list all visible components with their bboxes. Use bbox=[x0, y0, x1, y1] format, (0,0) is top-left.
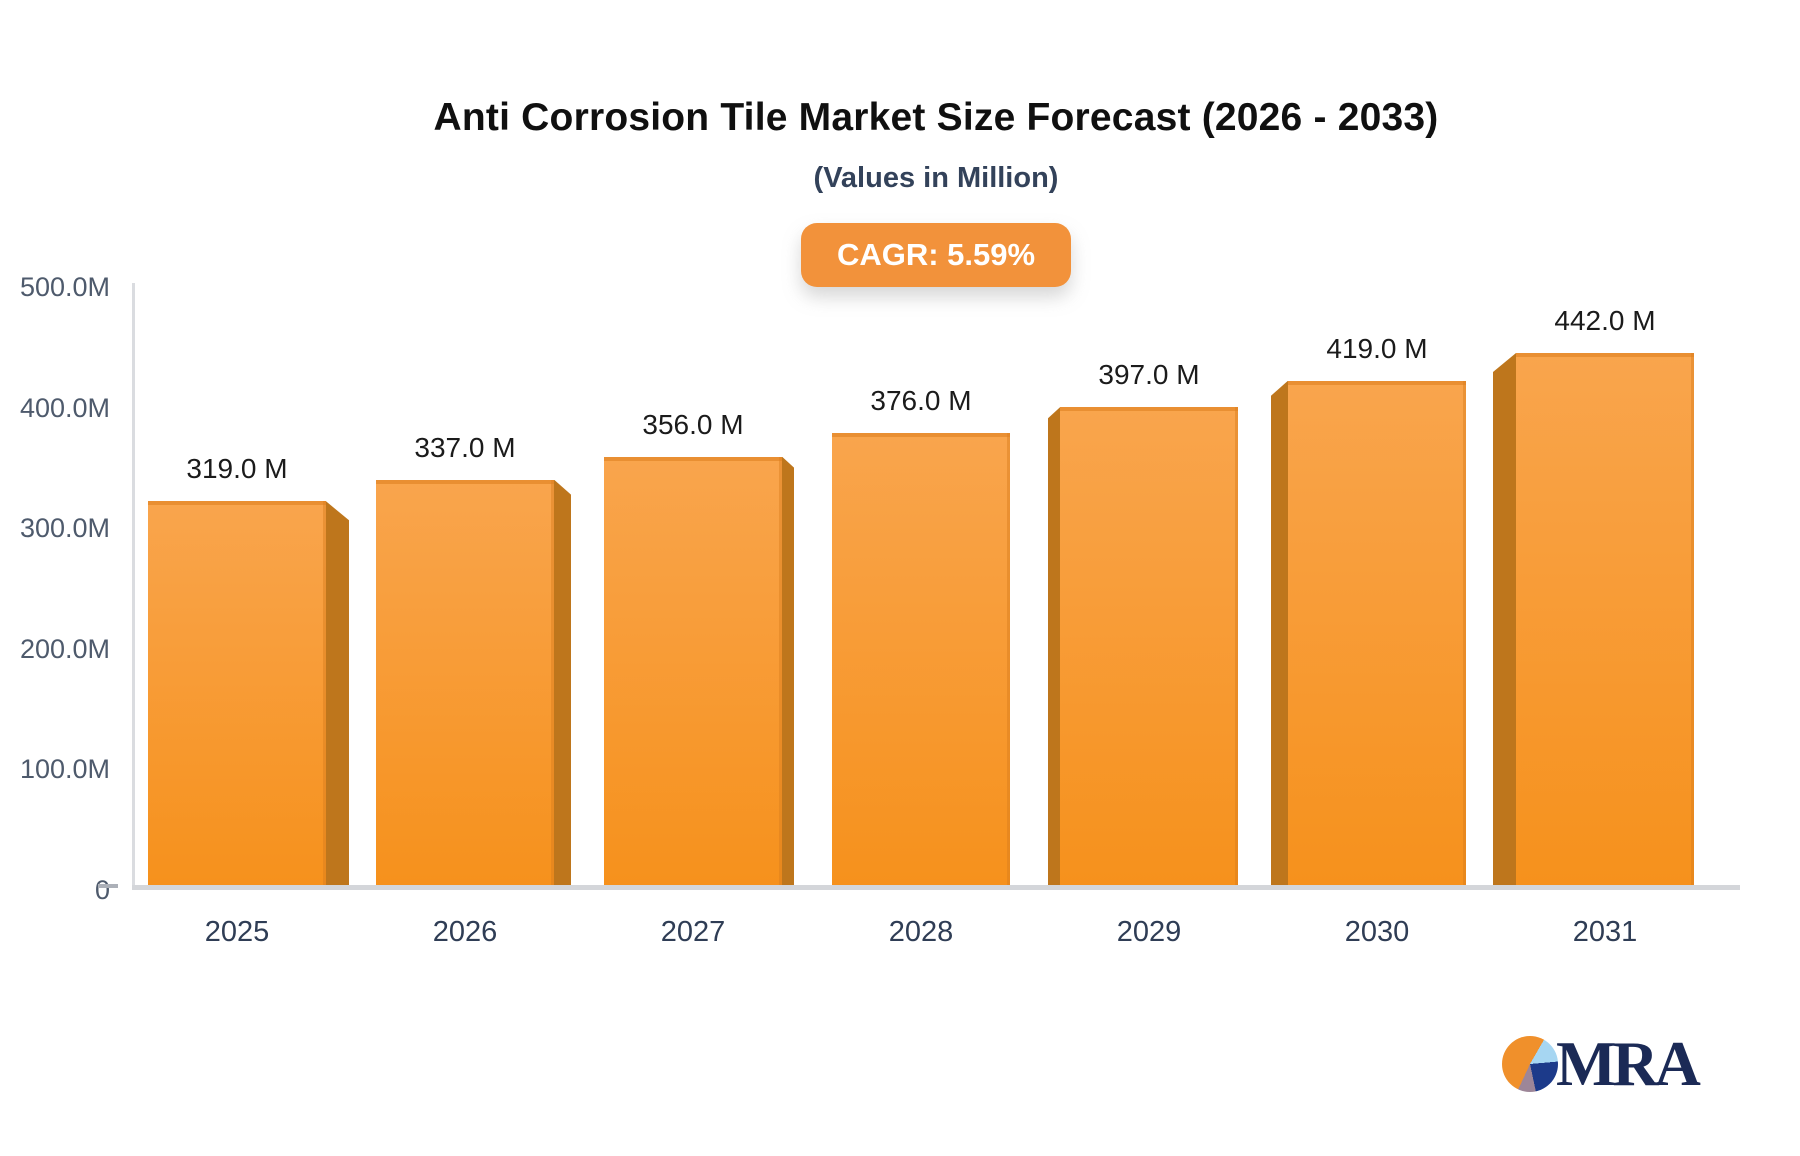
bar-2030: 419.0 M bbox=[1271, 333, 1466, 886]
y-tick-label: 500.0M bbox=[19, 272, 110, 302]
bar-face bbox=[604, 456, 782, 886]
logo-text: MRA bbox=[1556, 1028, 1701, 1099]
bar-face bbox=[1060, 407, 1238, 886]
bar-2026: 337.0 M bbox=[376, 432, 571, 886]
y-axis-line bbox=[132, 283, 135, 886]
y-tick-label: 0 bbox=[94, 875, 110, 905]
y-axis-labels: 500.0M 400.0M 300.0M 200.0M 100.0M 0 bbox=[0, 0, 112, 1156]
pie-chart-logo-icon bbox=[1502, 1036, 1558, 1092]
y-tick-label: 200.0M bbox=[19, 633, 110, 664]
x-axis-baseline bbox=[132, 885, 1740, 890]
chart-title: Anti Corrosion Tile Market Size Forecast… bbox=[433, 96, 1439, 139]
x-tick-label-2029: 2029 bbox=[1116, 916, 1182, 948]
bar-3d-side bbox=[782, 456, 794, 886]
x-tick-label-2027: 2027 bbox=[660, 916, 726, 948]
chart-header: Anti Corrosion Tile Market Size Forecast… bbox=[132, 0, 1740, 287]
x-tick-label-2031: 2031 bbox=[1572, 916, 1638, 948]
bar-value-label: 376.0 M bbox=[870, 384, 972, 416]
bar-value-label: 319.0 M bbox=[186, 453, 288, 485]
chart-subtitle: (Values in Million) bbox=[813, 162, 1059, 194]
bar-2025: 319.0 M bbox=[148, 453, 349, 886]
bar-face bbox=[832, 432, 1010, 886]
bar-2029: 397.0 M bbox=[1048, 359, 1238, 886]
y-tick-label: 400.0M bbox=[19, 392, 110, 423]
y-tick-label: 100.0M bbox=[19, 754, 110, 785]
zero-tick-mark bbox=[98, 884, 118, 888]
bar-2031: 442.0 M bbox=[1493, 305, 1694, 886]
x-tick-label-2025: 2025 bbox=[204, 916, 270, 948]
y-tick-label: 300.0M bbox=[19, 513, 110, 544]
bar-3d-side bbox=[326, 501, 349, 886]
bar-value-label: 419.0 M bbox=[1326, 332, 1428, 364]
mra-logo: MRA bbox=[1502, 1028, 1701, 1099]
bar-3d-side bbox=[1271, 380, 1288, 886]
bar-face bbox=[376, 479, 554, 886]
bar-value-label: 397.0 M bbox=[1098, 359, 1200, 391]
bar-face bbox=[1288, 380, 1466, 886]
bar-value-label: 442.0 M bbox=[1554, 304, 1656, 336]
bar-face bbox=[148, 501, 326, 886]
x-tick-label-2030: 2030 bbox=[1344, 916, 1410, 948]
x-tick-label-2026: 2026 bbox=[432, 916, 498, 948]
bar-3d-side bbox=[554, 479, 571, 886]
bar-2027: 356.0 M bbox=[604, 409, 794, 886]
plot-area: 319.0 M 337.0 M 356.0 M 376.0 M 397.0 M … bbox=[98, 283, 1740, 948]
bar-value-label: 356.0 M bbox=[642, 408, 744, 440]
bar-face bbox=[1516, 352, 1694, 886]
cagr-badge: CAGR: 5.59% bbox=[800, 223, 1072, 287]
x-tick-label-2028: 2028 bbox=[888, 916, 954, 948]
bar-3d-side bbox=[1048, 407, 1060, 886]
bar-value-label: 337.0 M bbox=[414, 431, 516, 463]
bar-2028: 376.0 M bbox=[832, 385, 1010, 886]
bar-3d-side bbox=[1493, 352, 1516, 886]
